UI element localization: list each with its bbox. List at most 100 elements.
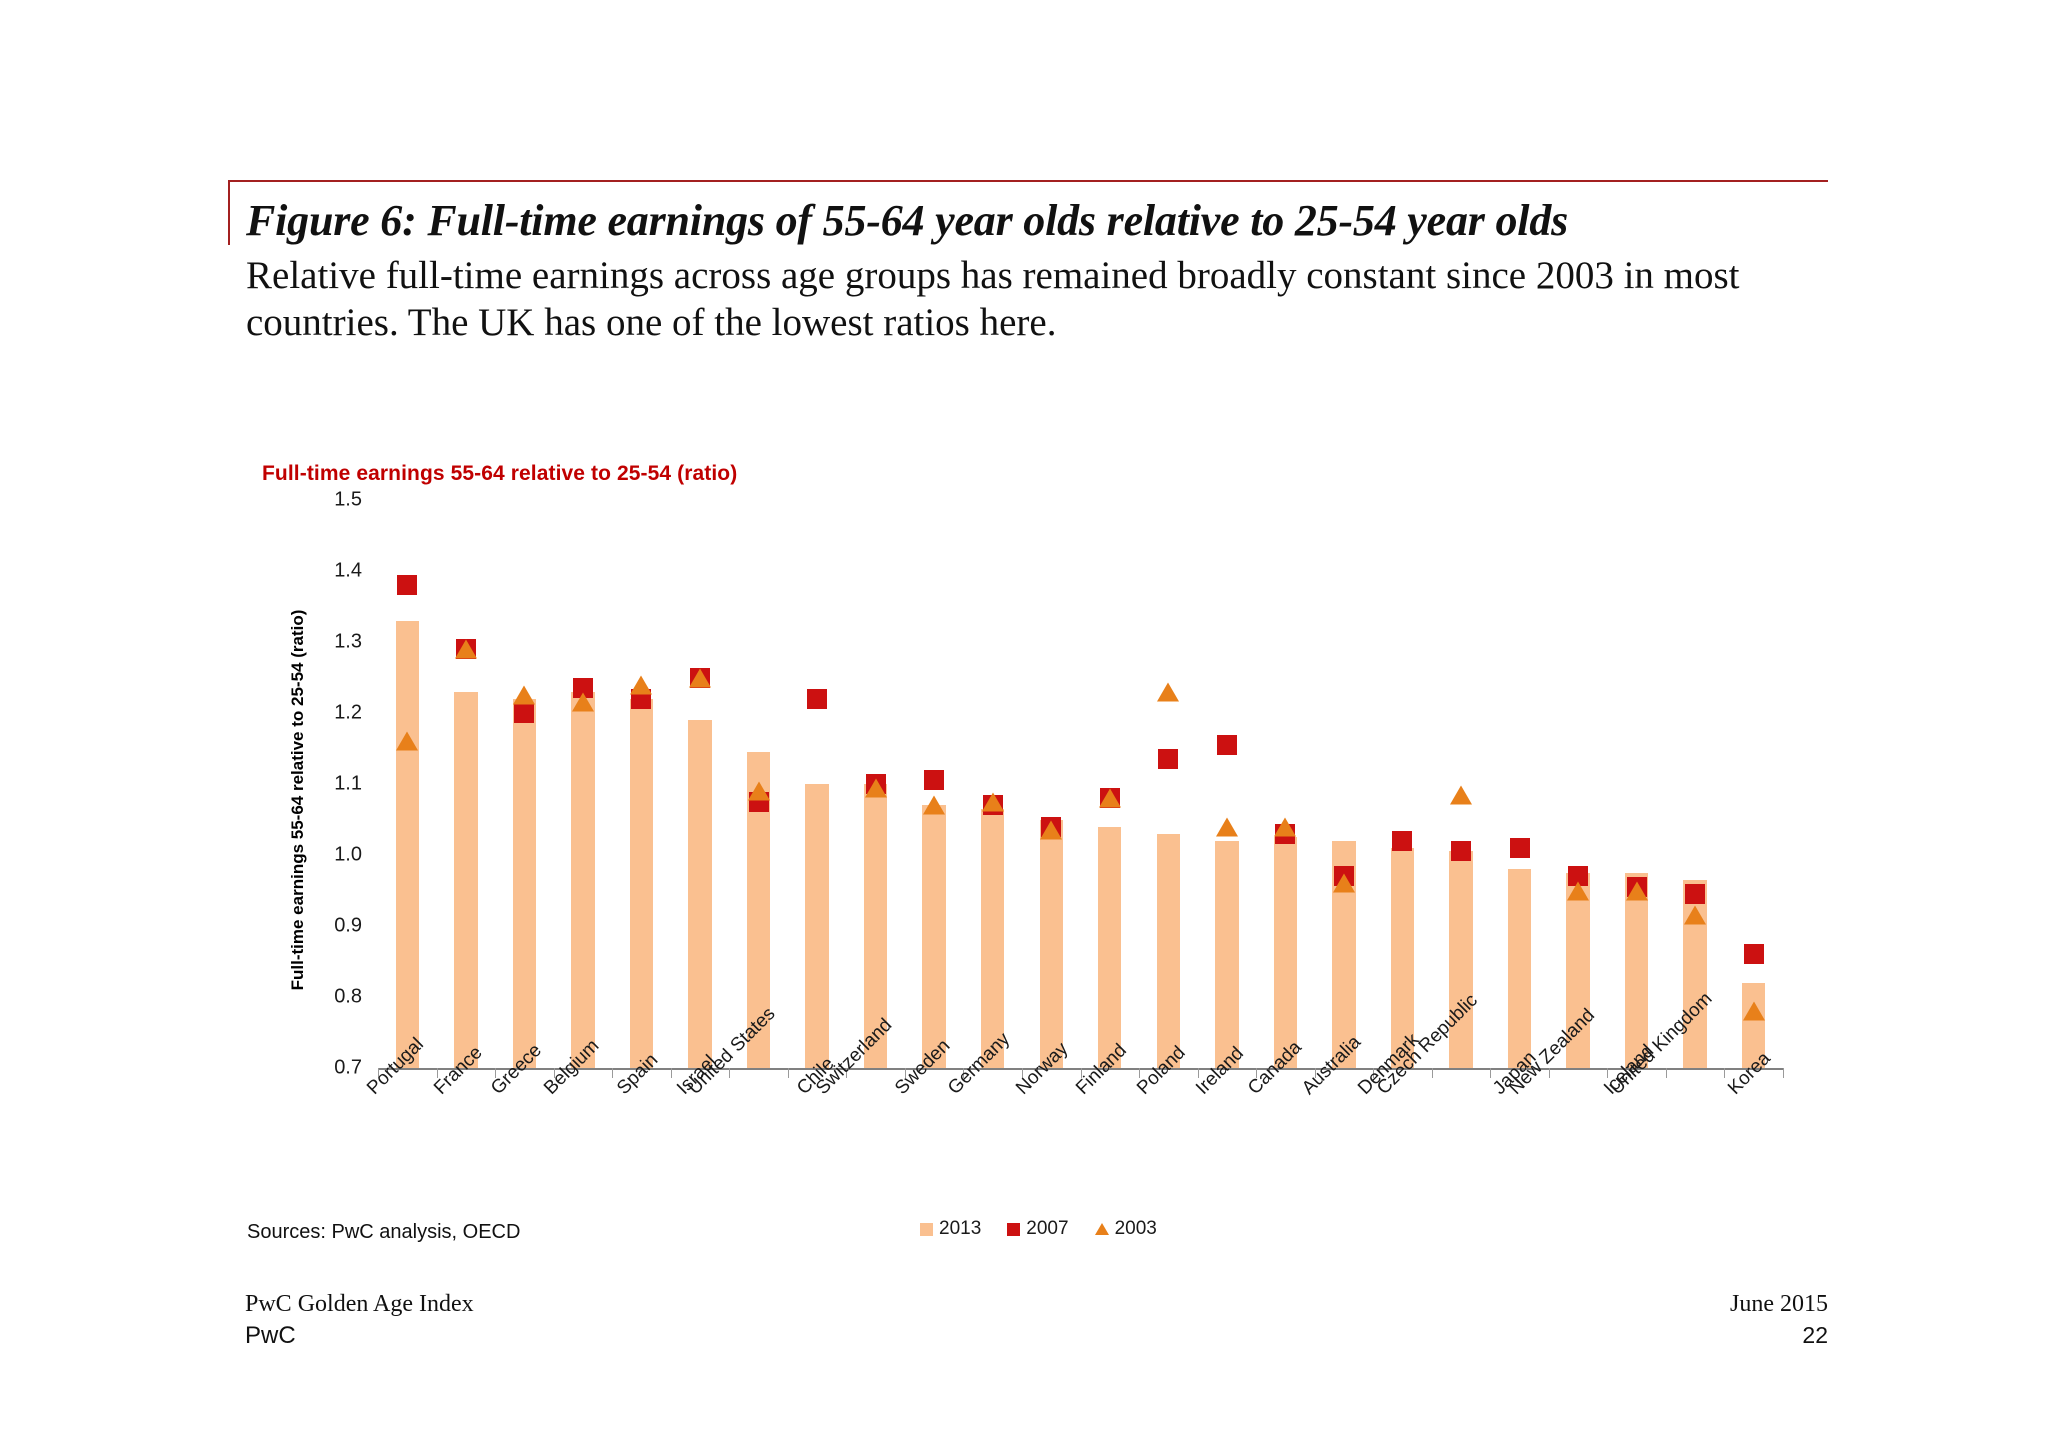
marker-2003	[1157, 682, 1180, 702]
footer-left: PwC Golden Age Index PwC	[245, 1288, 474, 1353]
marker-2003	[1215, 817, 1238, 837]
bar-2013	[1156, 833, 1180, 1068]
y-axis-tick-1.5: 1.5	[334, 488, 362, 511]
y-axis-tick-0.7: 0.7	[334, 1056, 362, 1079]
footer-right: June 2015 22	[1730, 1288, 1828, 1351]
title-frame-tick	[228, 180, 230, 245]
bar-2013	[805, 784, 829, 1068]
bar-2013	[454, 691, 478, 1068]
y-axis-tick-0.8: 0.8	[334, 985, 362, 1008]
footer-brand: PwC	[245, 1322, 296, 1350]
sources-note: Sources: PwC analysis, OECD	[247, 1221, 521, 1243]
x-axis-tick	[495, 1068, 496, 1078]
x-axis-tick	[1432, 1068, 1433, 1078]
page-number: 22	[1802, 1322, 1828, 1349]
legend-label: 2007	[1026, 1218, 1069, 1239]
marker-2007	[514, 703, 535, 723]
legend-item-2007[interactable]: 2007	[1007, 1218, 1069, 1240]
bar-2013	[1332, 840, 1356, 1068]
y-axis-tick-labels: 1.5 1.4 1.3 1.2 1.1 1.0 0.9 0.8 0.7	[312, 489, 362, 1079]
x-axis-tick	[1022, 1068, 1023, 1078]
marker-2007	[1451, 841, 1472, 862]
marker-2007	[1685, 884, 1706, 905]
y-axis-tick-1.3: 1.3	[334, 630, 362, 653]
marker-2003	[1567, 881, 1590, 900]
y-axis-tick-1.0: 1.0	[334, 843, 362, 866]
page-title: Figure 6: Full-time earnings of 55-64 ye…	[246, 196, 1569, 245]
bar-2013	[863, 784, 888, 1068]
bar-2013	[1390, 847, 1415, 1068]
bar-2013	[1273, 837, 1298, 1068]
legend-item-2013[interactable]: 2013	[920, 1218, 981, 1240]
chart-title: Full-time earnings 55-64 relative to 25-…	[262, 462, 738, 485]
x-axis-tick	[1666, 1068, 1667, 1078]
marker-2003	[1450, 785, 1473, 805]
x-axis-tick	[612, 1068, 613, 1078]
legend-item-2003[interactable]: 2003	[1094, 1218, 1157, 1240]
y-axis-tick-1.2: 1.2	[334, 701, 362, 724]
legend-label: 2003	[1114, 1218, 1157, 1239]
bar-2013	[1215, 840, 1239, 1068]
legend-triangle-icon	[1094, 1223, 1109, 1235]
bar-2013	[980, 808, 1005, 1068]
marker-2003	[1098, 788, 1121, 808]
bar-2013	[571, 691, 595, 1068]
marker-2003	[1684, 905, 1707, 925]
bar-2013	[1507, 869, 1532, 1068]
x-axis-tick	[729, 1068, 730, 1078]
bar-2013	[512, 698, 537, 1068]
y-axis-tick-0.9: 0.9	[334, 914, 362, 937]
bar-2013	[395, 620, 419, 1068]
marker-2003	[396, 731, 419, 751]
x-axis-tick	[788, 1068, 789, 1078]
marker-2003	[747, 781, 770, 801]
x-axis-tick	[554, 1068, 555, 1078]
marker-2007	[1216, 734, 1237, 755]
x-axis-tick	[1724, 1068, 1725, 1078]
x-axis-tick	[846, 1068, 847, 1078]
x-axis-tick	[1783, 1068, 1784, 1078]
x-axis-tick	[1256, 1068, 1257, 1078]
chart: Full-time earnings 55-64 relative to 25-…	[288, 489, 1820, 1120]
bar-2013	[1039, 819, 1063, 1068]
page-subtitle: Relative full-time earnings across age g…	[246, 253, 1740, 345]
marker-2003	[630, 675, 653, 695]
bar-2013	[688, 720, 712, 1068]
y-axis-tick-1.1: 1.1	[334, 772, 362, 795]
x-axis-tick	[1373, 1068, 1374, 1078]
x-axis-tick	[963, 1068, 964, 1078]
x-axis-ticks	[378, 1068, 1784, 1078]
legend-label: 2013	[939, 1218, 982, 1239]
marker-2007	[807, 688, 828, 709]
marker-2003	[864, 778, 887, 798]
legend-square-icon	[920, 1222, 933, 1236]
marker-2007	[397, 575, 418, 596]
x-axis-tick	[1490, 1068, 1491, 1078]
title-block: Figure 6: Full-time earnings of 55-64 ye…	[246, 196, 1836, 347]
chart-legend: 2013 2007 2003	[920, 1218, 1157, 1240]
marker-2003	[1625, 881, 1648, 900]
x-axis-tick	[1081, 1068, 1082, 1078]
x-axis-tick	[905, 1068, 906, 1078]
marker-2003	[923, 795, 946, 815]
marker-2003	[688, 668, 711, 687]
marker-2007	[1392, 830, 1413, 851]
bar-2013	[1624, 872, 1649, 1068]
marker-2007	[1158, 749, 1179, 770]
x-axis-tick	[671, 1068, 672, 1078]
marker-2003	[1742, 1001, 1765, 1021]
bar-2013	[1098, 826, 1122, 1068]
plot-area	[378, 500, 1783, 1068]
marker-2003	[571, 692, 594, 712]
x-axis-tick	[437, 1068, 438, 1078]
marker-2003	[981, 792, 1004, 812]
title-frame-rule	[228, 180, 1828, 182]
marker-2007	[1509, 837, 1530, 858]
bar-2013	[1449, 851, 1473, 1068]
bar-2013	[629, 698, 654, 1068]
x-axis-tick	[378, 1068, 379, 1078]
y-axis-title: Full-time earnings 55-64 relative to 25-…	[288, 609, 307, 991]
marker-2003	[1040, 820, 1063, 840]
x-axis-tick	[1315, 1068, 1316, 1078]
marker-2003	[1332, 873, 1355, 893]
